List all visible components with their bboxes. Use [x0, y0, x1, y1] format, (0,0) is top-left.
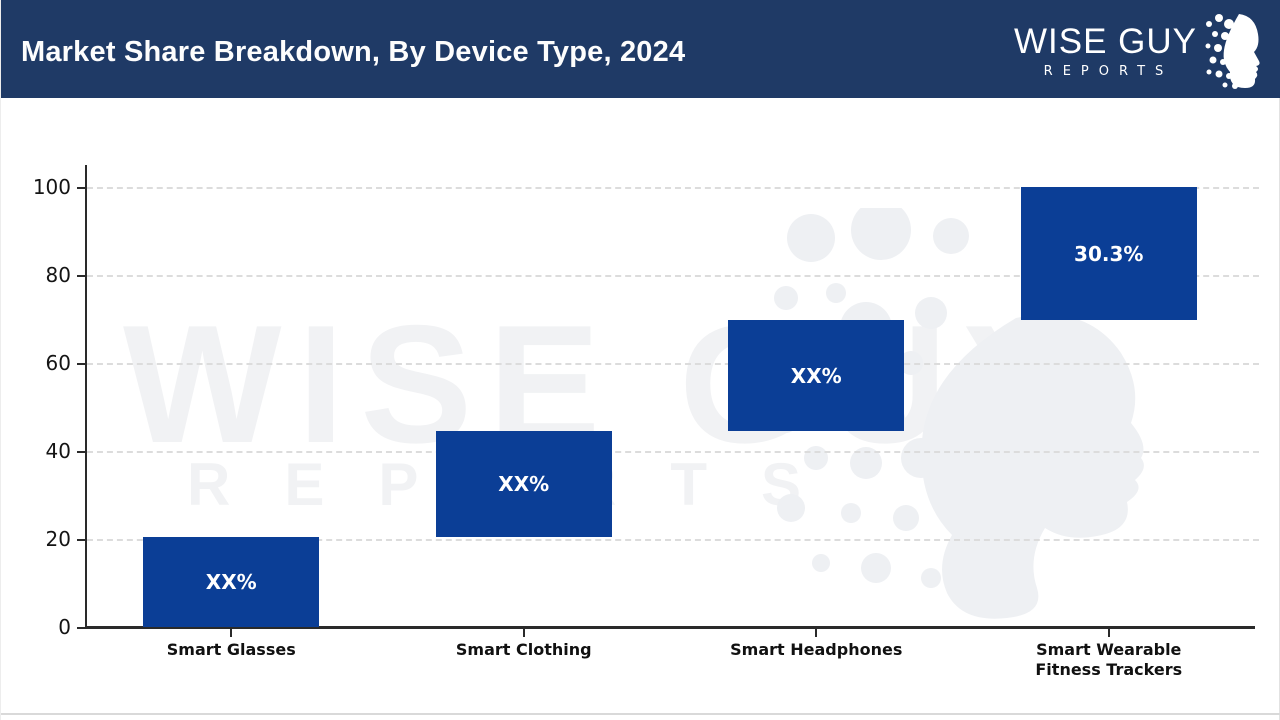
gridline-y100	[87, 187, 1259, 189]
gridline-y40	[87, 451, 1259, 453]
chart-data-layer: 0 20 40 60 80 100 XX% Smart Glasses XX% Smart Clo…	[1, 98, 1280, 714]
gridline-y20	[87, 539, 1259, 541]
gridline-y80	[87, 275, 1259, 277]
y-axis-tick-label: 40	[45, 439, 71, 463]
y-axis-tick-label: 20	[45, 527, 71, 551]
y-axis-tick-label: 100	[32, 175, 71, 199]
y-axis-tick	[77, 539, 85, 541]
y-axis-spine	[85, 165, 87, 629]
y-axis-tick-label: 80	[45, 263, 71, 287]
x-axis-spine	[85, 626, 1255, 629]
brand-subname: REPORTS	[1043, 64, 1174, 79]
y-axis-tick	[77, 627, 85, 629]
bottom-divider	[1, 713, 1280, 715]
x-axis-tick	[230, 629, 233, 637]
page-title: Market Share Breakdown, By Device Type, …	[21, 36, 686, 68]
x-axis-category-label: Smart Clothing	[455, 640, 592, 659]
bar-value-label: XX%	[498, 472, 550, 497]
x-axis-category-label: Smart Headphones	[730, 640, 903, 659]
y-axis-tick-label: 60	[45, 351, 71, 375]
brand-name: WISE GUY	[1013, 22, 1197, 61]
y-axis-tick	[77, 275, 85, 277]
bar-3	[728, 320, 905, 432]
x-axis-tick	[522, 629, 525, 637]
bar-1	[143, 537, 320, 627]
x-axis-category-label: Smart Glasses	[166, 640, 296, 659]
header-band: Market Share Breakdown, By Device Type, …	[1, 0, 1280, 98]
x-axis-tick	[1107, 629, 1110, 637]
brand-logo-text: WISE GUY REPORTS	[1014, 22, 1197, 79]
y-axis-tick	[77, 451, 85, 453]
bar-value-label: XX%	[205, 570, 257, 595]
x-axis-tick	[815, 629, 818, 637]
y-axis-tick	[77, 363, 85, 365]
bar-2	[435, 431, 612, 538]
bar-value-label: 30.3%	[1074, 241, 1144, 266]
x-axis-category-label: Smart Wearable Fitness Trackers	[1035, 640, 1183, 679]
y-axis-tick-label: 0	[58, 615, 71, 639]
y-axis-tick	[77, 187, 85, 189]
bar-4	[1020, 187, 1197, 321]
bar-value-label: XX%	[790, 363, 842, 388]
brand-face-icon	[1205, 14, 1260, 89]
gridline-y60	[87, 363, 1259, 365]
brand-logo: WISE GUY REPORTS	[1013, 8, 1263, 92]
